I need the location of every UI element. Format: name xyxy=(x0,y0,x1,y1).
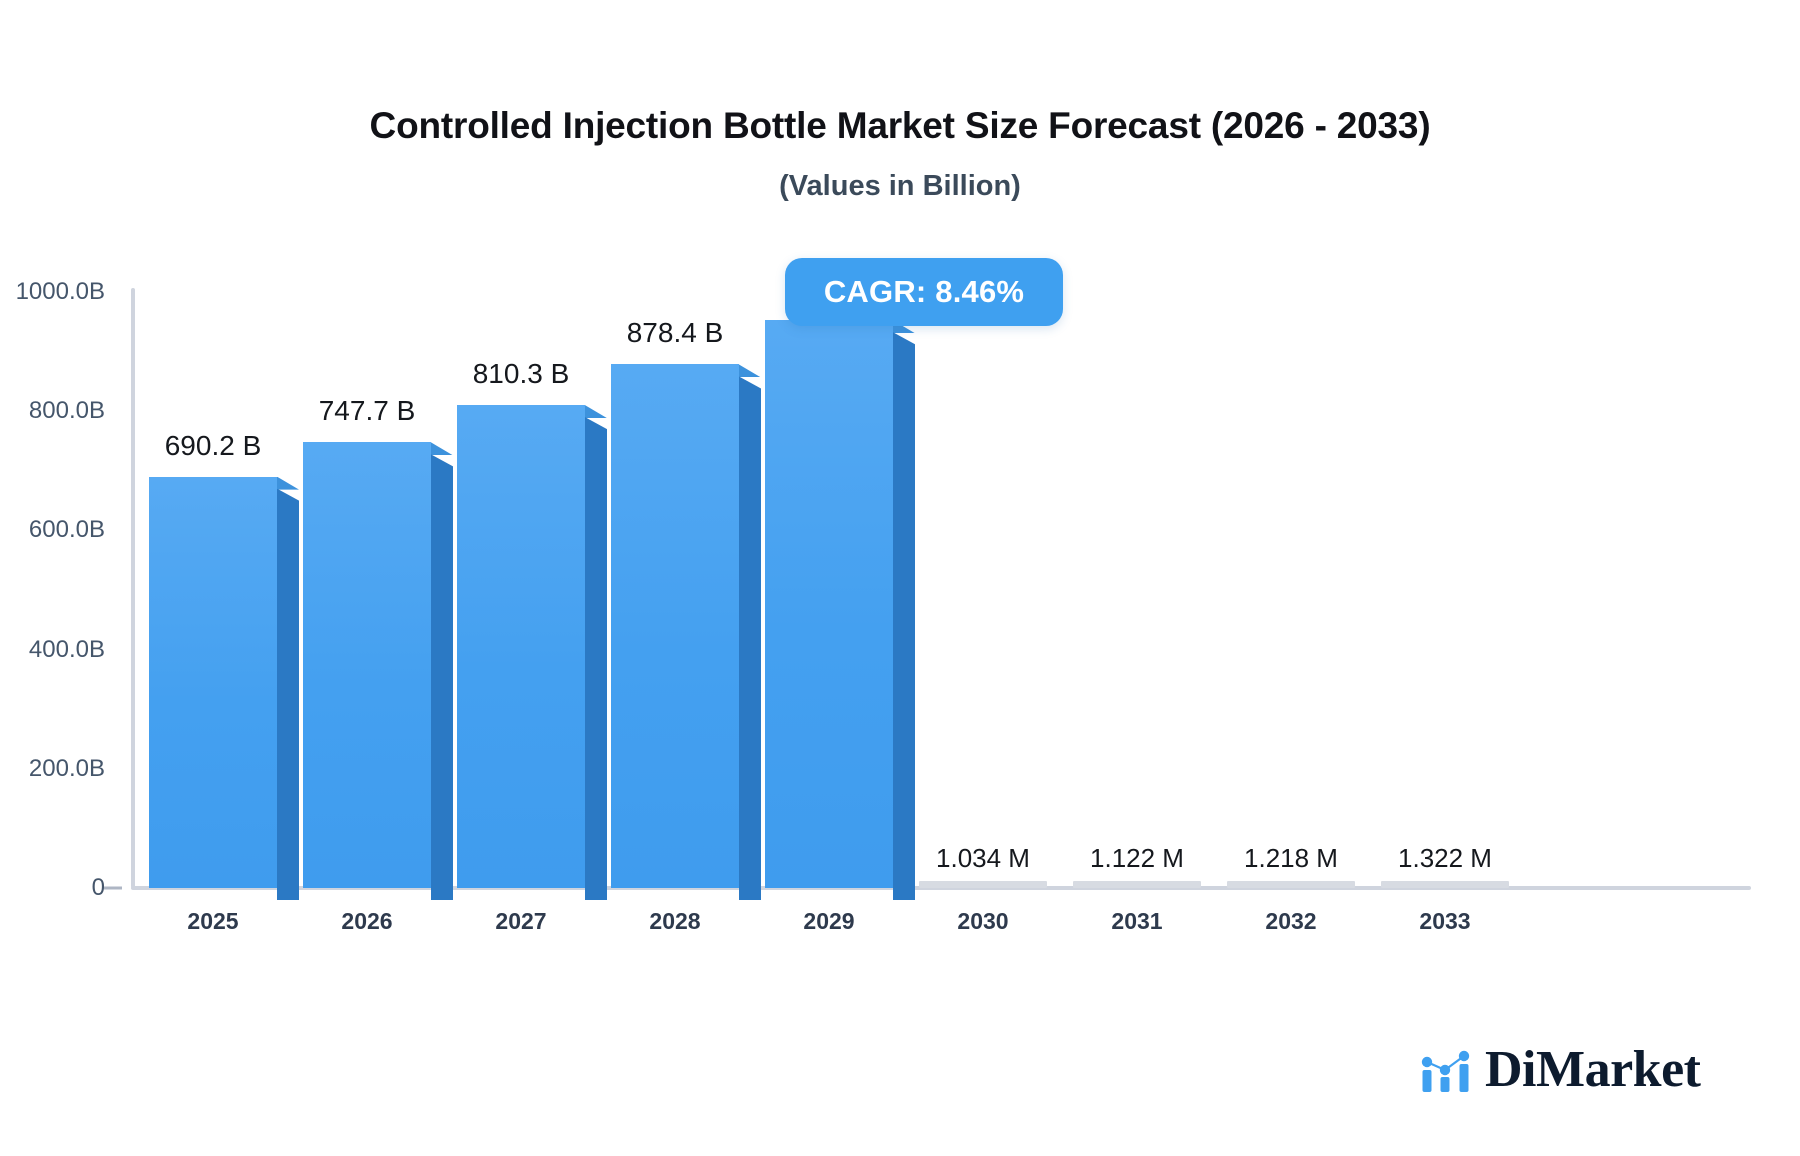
bar-top-face xyxy=(431,442,453,456)
bar-2029[interactable] xyxy=(765,320,915,900)
y-axis-tick-label: 800.0B xyxy=(28,397,105,425)
x-axis-tick-label-2026: 2026 xyxy=(341,908,393,934)
chart-subtitle: (Values in Billion) xyxy=(779,170,1021,202)
y-axis-tick-label: 0 xyxy=(91,874,105,901)
y-axis-tick-label: 600.0B xyxy=(28,516,105,544)
cagr-badge[interactable]: CAGR: 8.46% xyxy=(785,258,1063,326)
x-axis-tick-label-2025: 2025 xyxy=(187,908,239,934)
bar-value-label-2028: 878.4 B xyxy=(626,317,724,349)
chart-title: Controlled Injection Bottle Market Size … xyxy=(369,105,1431,146)
bar-2027[interactable] xyxy=(457,405,607,900)
bar-2030[interactable] xyxy=(919,881,1047,888)
bar-2033[interactable] xyxy=(1381,881,1509,888)
bar-2028[interactable] xyxy=(611,364,761,900)
bar-2026[interactable] xyxy=(303,442,453,900)
brand-name: DiMarket xyxy=(1485,1041,1701,1098)
bar-value-label-2033: 1.322 M xyxy=(1398,843,1492,873)
bar-value-label-2032: 1.218 M xyxy=(1244,843,1338,873)
bar-side-face xyxy=(893,332,915,900)
brand-logo: DiMarket xyxy=(1420,1040,1701,1099)
bar-2025[interactable] xyxy=(149,476,299,900)
bar-value-label-2025: 690.2 B xyxy=(164,429,262,461)
x-axis-tick-label-2029: 2029 xyxy=(803,908,855,934)
bar-side-face xyxy=(739,376,761,900)
bar-side-face xyxy=(431,454,453,900)
bar-top-face xyxy=(585,405,607,419)
x-axis-line xyxy=(131,886,1751,890)
bar-top-face xyxy=(739,364,761,378)
x-axis-tick-label-2033: 2033 xyxy=(1419,908,1471,934)
x-axis-tick-label-2031: 2031 xyxy=(1111,908,1163,934)
bar-side-face xyxy=(277,488,299,900)
x-axis-tick-label-2028: 2028 xyxy=(649,908,701,934)
y-axis-tick-mark xyxy=(104,886,122,890)
bar-2032[interactable] xyxy=(1227,881,1355,888)
bar-side-face xyxy=(585,417,607,900)
bar-value-label-2026: 747.7 B xyxy=(318,395,416,427)
bar-2031[interactable] xyxy=(1073,881,1201,888)
y-axis-tick-label: 1000.0B xyxy=(15,278,105,305)
bar-top-face xyxy=(277,476,299,490)
bar-value-label-2031: 1.122 M xyxy=(1090,843,1184,873)
y-axis-line xyxy=(131,288,135,888)
bar-value-label-2030: 1.034 M xyxy=(936,843,1030,873)
y-axis-tick-label: 200.0B xyxy=(28,754,105,782)
x-axis-tick-label-2030: 2030 xyxy=(957,908,1009,934)
x-axis-tick-label-2027: 2027 xyxy=(495,908,547,934)
x-axis-tick-label-2032: 2032 xyxy=(1265,908,1317,934)
y-axis-tick-label: 400.0B xyxy=(28,635,105,663)
bar-chart-icon xyxy=(1421,1050,1470,1092)
bar-value-label-2027: 810.3 B xyxy=(472,358,570,390)
